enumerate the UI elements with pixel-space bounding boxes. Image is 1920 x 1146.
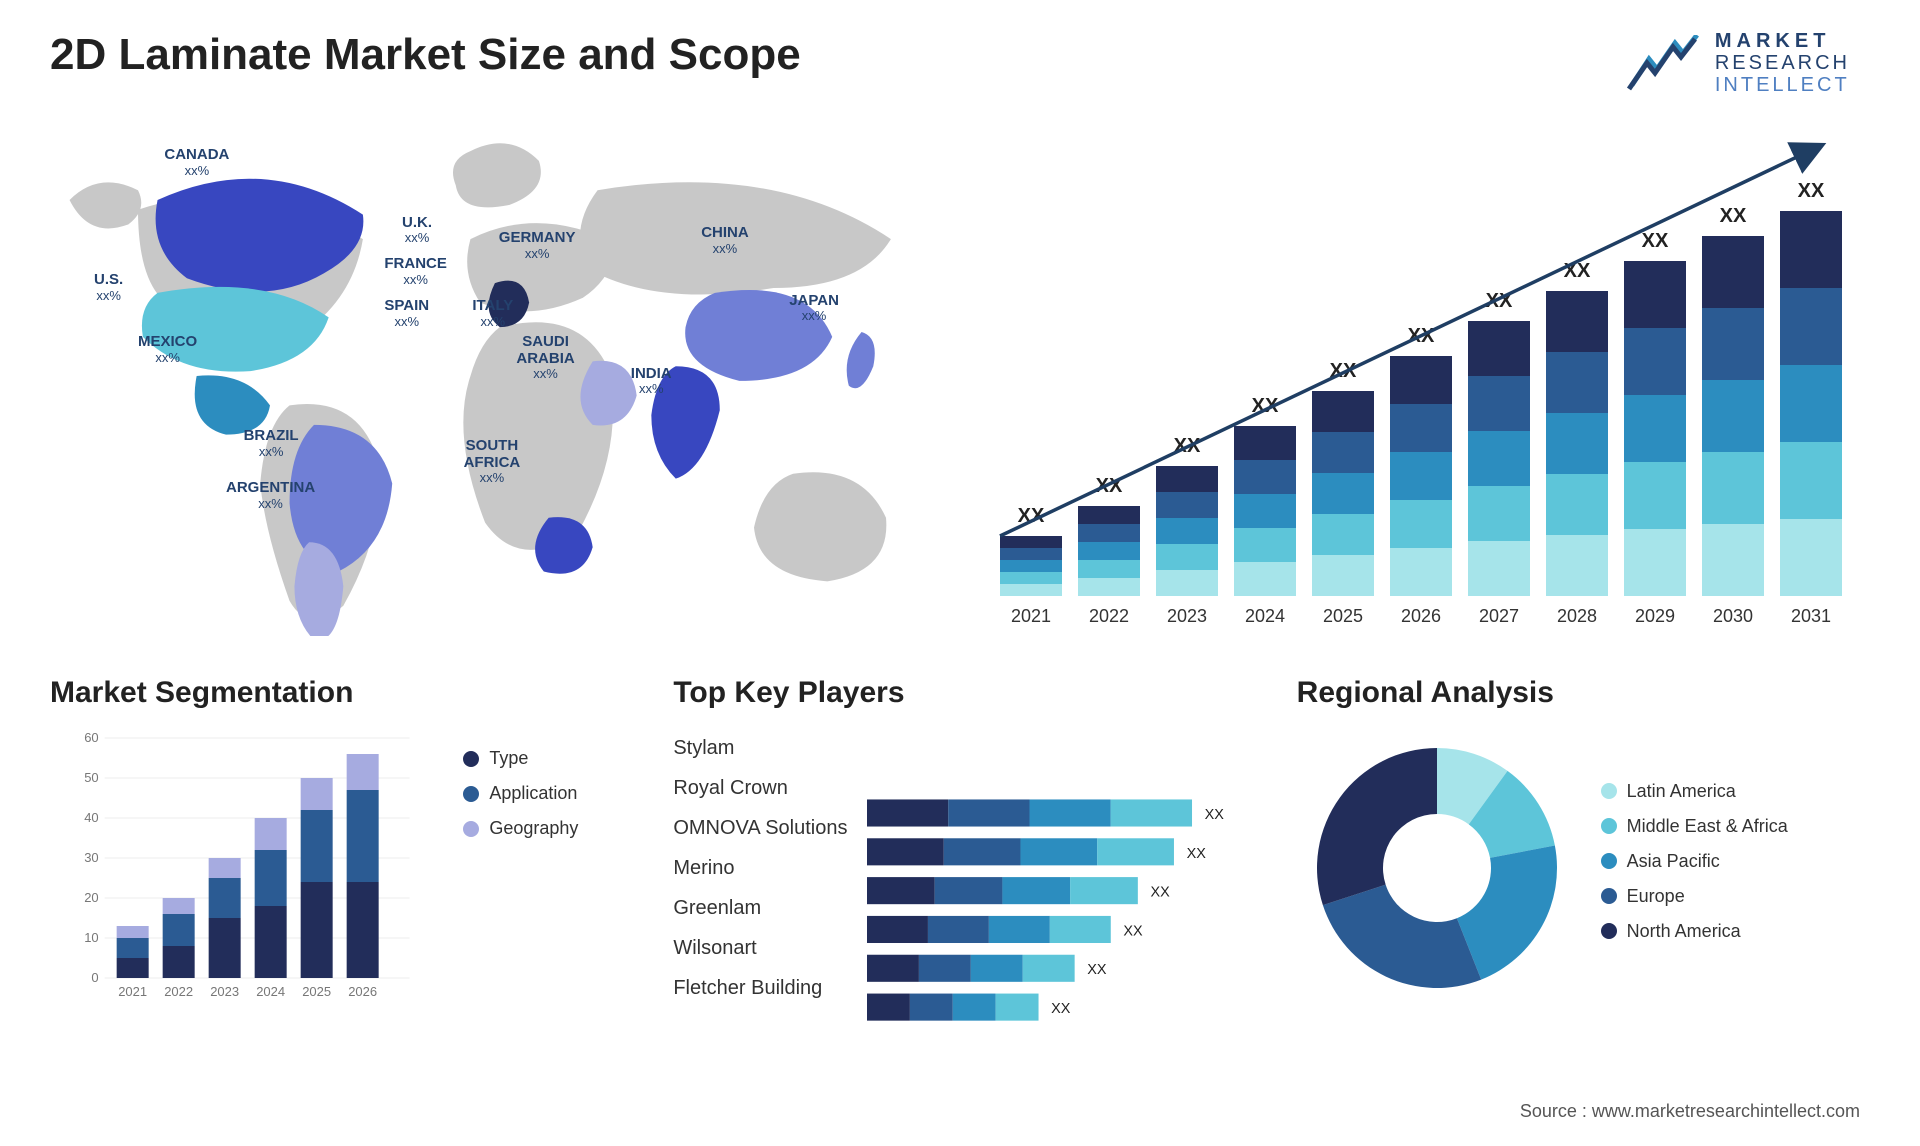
- svg-text:30: 30: [84, 850, 98, 865]
- svg-text:XX: XX: [1151, 885, 1171, 901]
- world-map: CANADAxx% U.S.xx% MEXICOxx% BRAZILxx% ARGENT…: [50, 116, 930, 636]
- svg-text:XX: XX: [1088, 962, 1108, 978]
- svg-text:XX: XX: [1642, 230, 1669, 252]
- player-name: Greenlam: [673, 888, 847, 928]
- legend-item: Application: [463, 783, 623, 804]
- legend-item: Europe: [1601, 886, 1870, 907]
- player-name: Royal Crown: [673, 768, 847, 808]
- page-title: 2D Laminate Market Size and Scope: [50, 30, 801, 80]
- map-label: SPAINxx%: [384, 298, 429, 329]
- svg-text:2028: 2028: [1557, 606, 1597, 626]
- segmentation-chart: 0 10 20 30 40 50 60 2021 2022 2023 2024 2025 2026: [50, 728, 439, 1008]
- svg-text:50: 50: [84, 770, 98, 785]
- svg-text:2026: 2026: [1401, 606, 1441, 626]
- svg-text:0: 0: [91, 970, 98, 985]
- svg-text:2030: 2030: [1713, 606, 1753, 626]
- map-label: CHINAxx%: [701, 225, 749, 256]
- player-name: Stylam: [673, 728, 847, 768]
- map-label: BRAZILxx%: [244, 428, 299, 459]
- regional-legend: Latin America Middle East & Africa Asia Pa…: [1601, 781, 1870, 956]
- svg-text:2022: 2022: [164, 984, 193, 999]
- logo-line-1: MARKET: [1715, 30, 1850, 52]
- player-name: OMNOVA Solutions: [673, 808, 847, 848]
- map-label: U.S.xx%: [94, 272, 123, 303]
- svg-text:XX: XX: [1720, 205, 1747, 227]
- map-label: ARGENTINAxx%: [226, 480, 315, 511]
- players-panel: Top Key Players StylamRoyal CrownOMNOVA …: [673, 676, 1246, 1028]
- svg-text:20: 20: [84, 890, 98, 905]
- svg-text:2021: 2021: [1011, 606, 1051, 626]
- svg-text:60: 60: [84, 730, 98, 745]
- logo-icon: [1627, 35, 1701, 91]
- source-attribution: Source : www.marketresearchintellect.com: [1520, 1101, 1860, 1122]
- svg-text:2025: 2025: [302, 984, 331, 999]
- legend-item: Latin America: [1601, 781, 1870, 802]
- svg-text:XX: XX: [1052, 1001, 1072, 1017]
- regional-donut: [1297, 728, 1577, 1008]
- legend-item: Asia Pacific: [1601, 851, 1870, 872]
- map-label: MEXICOxx%: [138, 334, 197, 365]
- svg-text:2024: 2024: [256, 984, 285, 999]
- player-name: Wilsonart: [673, 928, 847, 968]
- svg-text:2026: 2026: [348, 984, 377, 999]
- player-name: Merino: [673, 848, 847, 888]
- map-label: CANADAxx%: [164, 147, 229, 178]
- svg-text:XX: XX: [1798, 180, 1825, 202]
- map-label: SOUTHAFRICAxx%: [464, 438, 521, 485]
- svg-text:XX: XX: [1187, 846, 1207, 862]
- svg-text:40: 40: [84, 810, 98, 825]
- svg-text:2024: 2024: [1245, 606, 1285, 626]
- regional-title: Regional Analysis: [1297, 676, 1870, 710]
- map-label: U.K.xx%: [402, 215, 432, 246]
- regional-panel: Regional Analysis Latin America Middle Ea…: [1297, 676, 1870, 1028]
- logo-line-3: INTELLECT: [1715, 74, 1850, 96]
- legend-item: Type: [463, 748, 623, 769]
- svg-text:XX: XX: [1205, 807, 1225, 823]
- svg-text:2031: 2031: [1791, 606, 1831, 626]
- map-label: FRANCExx%: [384, 256, 447, 287]
- svg-text:XX: XX: [1124, 923, 1144, 939]
- legend-item: Middle East & Africa: [1601, 816, 1870, 837]
- svg-text:10: 10: [84, 930, 98, 945]
- map-label: INDIAxx%: [631, 366, 672, 397]
- map-label: JAPANxx%: [789, 293, 839, 324]
- svg-text:2023: 2023: [210, 984, 239, 999]
- logo-line-2: RESEARCH: [1715, 52, 1850, 74]
- players-name-list: StylamRoyal CrownOMNOVA SolutionsMerinoG…: [673, 728, 847, 1028]
- player-name: Fletcher Building: [673, 968, 847, 1008]
- players-chart: XX XX XX XX XX XX: [867, 728, 1246, 1028]
- svg-text:2027: 2027: [1479, 606, 1519, 626]
- svg-text:2023: 2023: [1167, 606, 1207, 626]
- svg-text:2025: 2025: [1323, 606, 1363, 626]
- svg-text:2022: 2022: [1089, 606, 1129, 626]
- segmentation-panel: Market Segmentation 0 10 20 30 40 50 60 2021 202…: [50, 676, 623, 1028]
- legend-item: North America: [1601, 921, 1870, 942]
- svg-text:2029: 2029: [1635, 606, 1675, 626]
- players-title: Top Key Players: [673, 676, 1246, 710]
- svg-text:2021: 2021: [118, 984, 147, 999]
- growth-chart: XX2021XX2022XX2023XX2024XX2025XX2026XX20…: [990, 116, 1870, 636]
- segmentation-title: Market Segmentation: [50, 676, 623, 710]
- segmentation-legend: Type Application Geography: [463, 728, 623, 1008]
- map-label: SAUDIARABIAxx%: [516, 334, 574, 381]
- legend-item: Geography: [463, 818, 623, 839]
- map-label: ITALYxx%: [472, 298, 513, 329]
- brand-logo: MARKET RESEARCH INTELLECT: [1627, 30, 1870, 96]
- map-label: GERMANYxx%: [499, 230, 576, 261]
